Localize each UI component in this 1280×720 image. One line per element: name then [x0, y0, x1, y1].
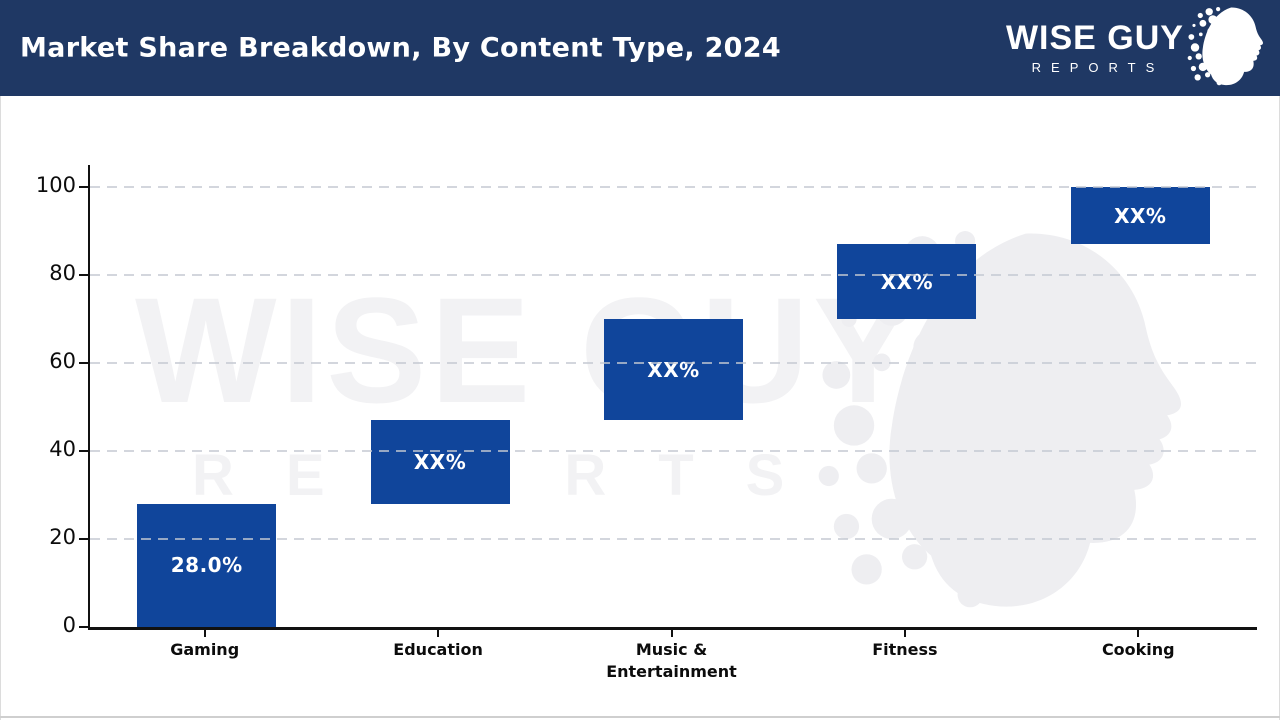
bar-value-label: 28.0% [170, 553, 243, 578]
x-axis-label: Fitness [872, 640, 938, 659]
y-axis-tick-mark [79, 538, 88, 540]
bar-value-label: XX% [413, 450, 467, 475]
x-axis-tick-mark [437, 630, 440, 637]
waterfall-bar: XX% [370, 420, 510, 504]
gridline [90, 450, 1257, 452]
page-title: Market Share Breakdown, By Content Type,… [20, 32, 781, 64]
y-axis-tick-label: 60 [49, 349, 76, 373]
x-axis-tick-mark [203, 630, 206, 637]
x-axis-label: Music & Entertainment [606, 640, 737, 681]
x-axis-label: Gaming [170, 640, 240, 659]
y-axis-tick-label: 0 [62, 613, 76, 637]
x-axis-tick-mark [903, 630, 906, 637]
gridline [90, 274, 1257, 276]
y-axis-tick-mark [79, 274, 88, 276]
y-axis-tick-label: 20 [49, 525, 76, 549]
x-axis-label: Education [393, 640, 483, 659]
y-axis-tick-label: 40 [49, 437, 76, 461]
logo-subtitle: REPORTS [1031, 60, 1165, 75]
x-axis-tick-mark [670, 630, 673, 637]
logo-wordmark: WISE GUY [1005, 19, 1184, 57]
header-bar: Market Share Breakdown, By Content Type,… [0, 0, 1280, 96]
y-axis-tick-mark [79, 362, 88, 364]
y-axis-tick-mark [79, 450, 88, 452]
bar-value-label: XX% [880, 269, 934, 294]
y-axis-tick-label: 80 [49, 261, 76, 285]
watermark-wordmark: WISE GUY [135, 266, 918, 434]
brand-logo: WISE GUY REPORTS [1006, 5, 1266, 91]
figure-bottom-edge [0, 716, 1280, 718]
plot-area: 28.0% XX% XX% XX% XX% [88, 165, 1257, 630]
x-axis-tick-mark [1137, 630, 1140, 637]
waterfall-bar: XX% [604, 319, 743, 421]
logo-face-icon [1186, 6, 1266, 90]
x-axis-label: Cooking [1101, 640, 1175, 659]
logo-text: WISE GUY REPORTS [1006, 21, 1184, 75]
figure-left-edge [0, 96, 1, 720]
waterfall-bar: 28.0% [137, 503, 277, 627]
bar-value-label: XX% [647, 357, 700, 382]
y-axis-tick-mark [79, 186, 88, 188]
y-axis-tick-label: 100 [35, 173, 76, 197]
waterfall-bar: XX% [837, 244, 977, 319]
y-axis-tick-mark [79, 626, 88, 628]
bar-value-label: XX% [1114, 203, 1167, 228]
waterfall-bar: XX% [1070, 187, 1210, 245]
